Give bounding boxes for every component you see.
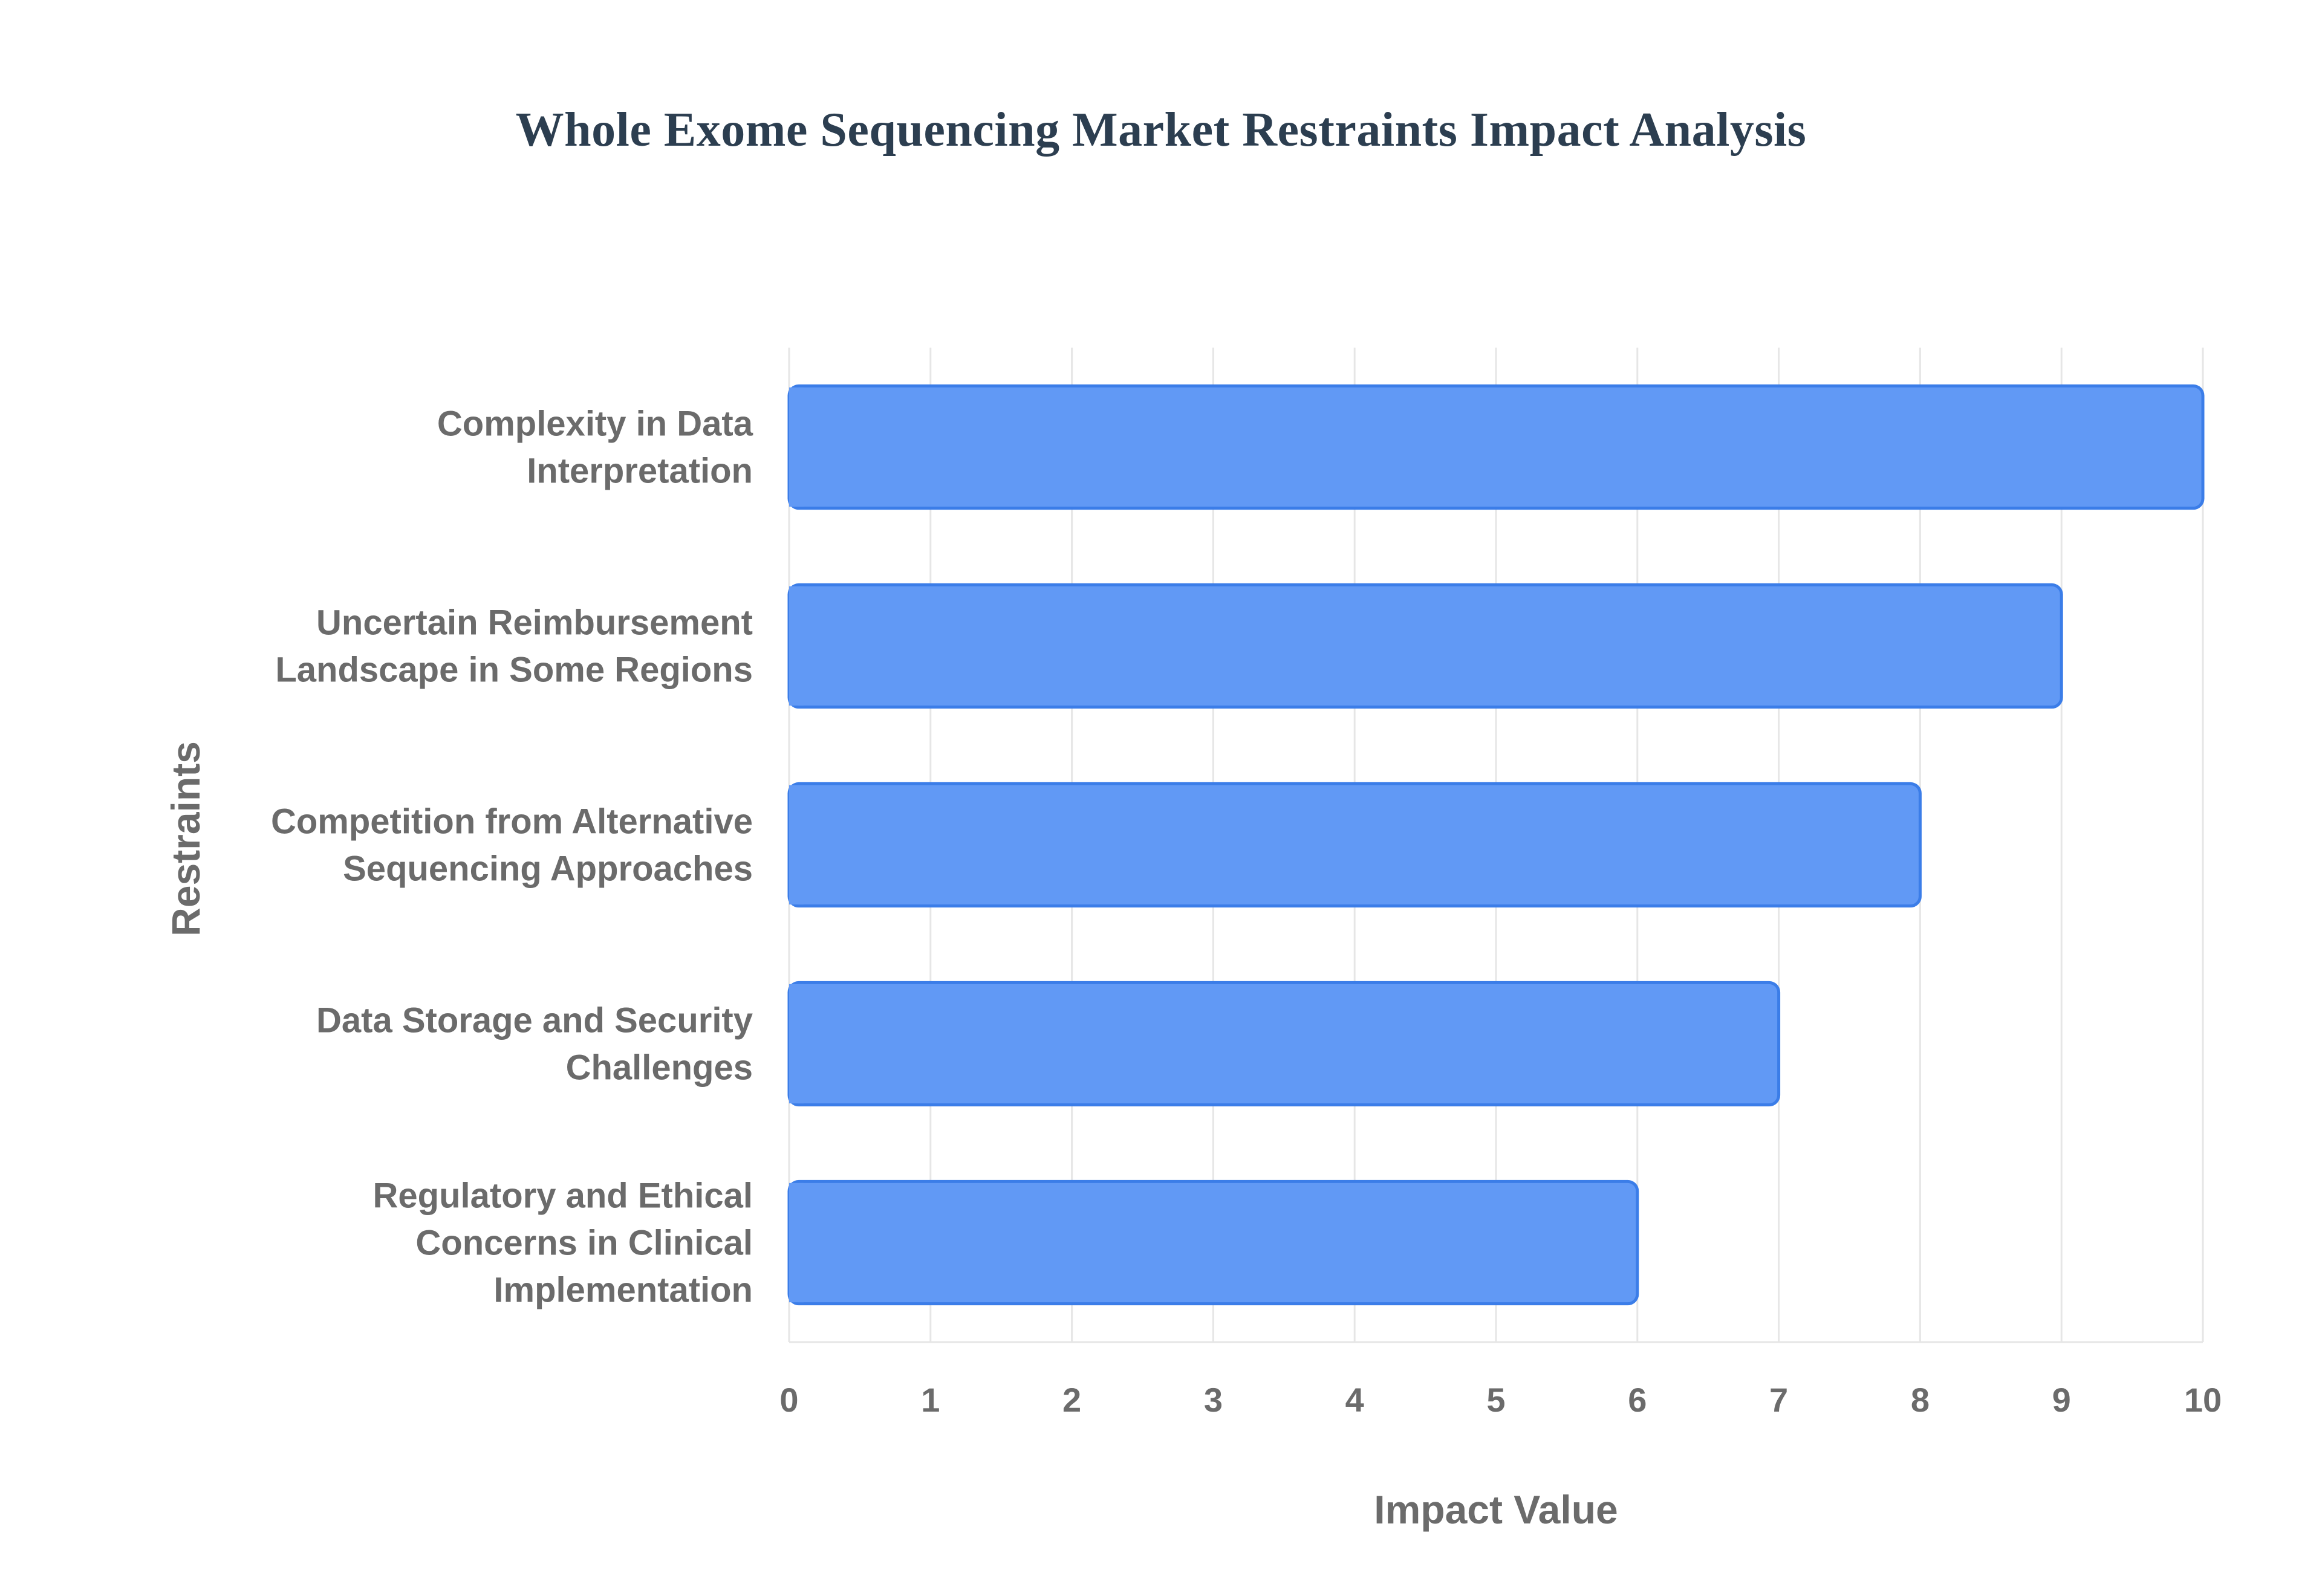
y-axis-title: Restraints	[163, 741, 208, 936]
x-tick-label: 1	[921, 1381, 940, 1419]
x-tick-label: 6	[1628, 1381, 1647, 1419]
bar-base-fill	[789, 785, 804, 905]
y-category-label: Complexity in Data Interpretation	[437, 404, 753, 491]
x-tick-label: 10	[2184, 1381, 2222, 1419]
x-axis-title: Impact Value	[1374, 1487, 1618, 1532]
x-tick-label: 3	[1204, 1381, 1223, 1419]
bar-base-fill	[789, 1182, 804, 1303]
x-tick-label: 4	[1345, 1381, 1364, 1419]
x-tick-label: 8	[1911, 1381, 1930, 1419]
bar-base-fill	[789, 586, 804, 706]
bar	[787, 782, 1922, 908]
x-tick-label: 7	[1769, 1381, 1788, 1419]
x-tick-label: 2	[1062, 1381, 1081, 1419]
bar-base-fill	[789, 984, 804, 1104]
x-tick-label: 5	[1486, 1381, 1505, 1419]
bar	[787, 583, 2063, 709]
bar	[787, 1179, 1639, 1306]
x-tick-label: 0	[779, 1381, 798, 1419]
x-tick-label: 9	[2052, 1381, 2071, 1419]
y-category-label: Uncertain Reimbursement Landscape in Some…	[275, 603, 753, 690]
bar	[787, 981, 1781, 1107]
y-category-label: Regulatory and Ethical Concerns in Clinic…	[373, 1176, 753, 1310]
bar	[787, 384, 2205, 510]
y-category-label: Competition from Alternative Sequencing A…	[271, 802, 753, 889]
bar-base-fill	[789, 387, 804, 507]
y-category-label: Data Storage and Security Challenges	[316, 1001, 753, 1088]
chart-title: Whole Exome Sequencing Market Restraints…	[515, 103, 1807, 157]
